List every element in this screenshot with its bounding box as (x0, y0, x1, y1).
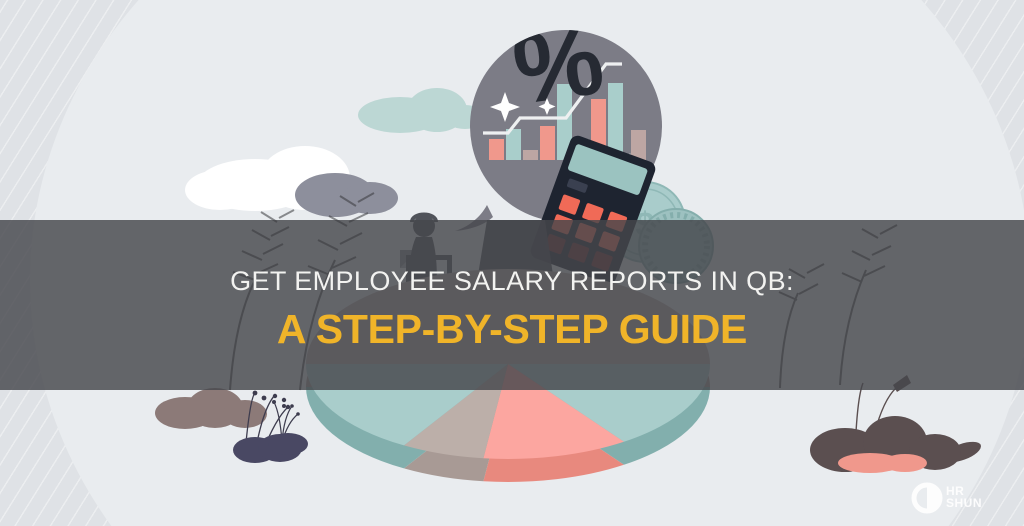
svg-text:SHUN: SHUN (946, 496, 982, 510)
